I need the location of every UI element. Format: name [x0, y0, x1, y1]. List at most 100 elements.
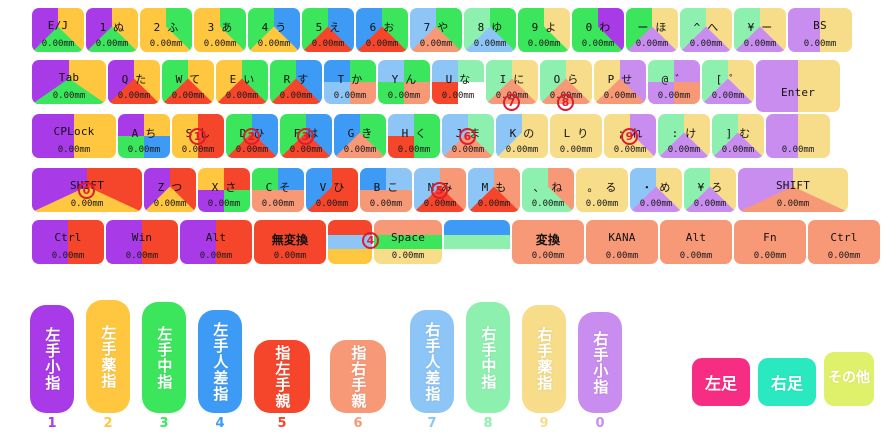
- key-3-あ[interactable]: 3 あ 0.00mm: [194, 8, 246, 52]
- key-H-く[interactable]: H く 0.00mm: [388, 114, 440, 158]
- key-quadrant-tl: [432, 60, 458, 82]
- key-Alt[interactable]: Alt 0.00mm: [180, 220, 252, 264]
- key-R-す[interactable]: R す 0.00mm: [270, 60, 322, 104]
- key-A-ち[interactable]: A ち 0.00mm: [118, 114, 170, 158]
- key-K-の[interactable]: K の 0.00mm: [496, 114, 548, 158]
- key-Win[interactable]: Win 0.00mm: [106, 220, 178, 264]
- key-@-゛[interactable]: @ ゛ 0.00mm: [648, 60, 700, 104]
- key-blank-13[interactable]: 0.00mm: [766, 114, 830, 158]
- key-Y-ん[interactable]: Y ん 0.00mm: [378, 60, 430, 104]
- key-distance-value: 0.00mm: [423, 199, 457, 209]
- key-blank-6[interactable]: [444, 220, 510, 264]
- key-half-left: [180, 220, 216, 264]
- key-label: ¥ ろ: [697, 181, 723, 194]
- key-band-t: [374, 220, 442, 235]
- legend-foot-label: 左足: [704, 374, 737, 393]
- key-Alt[interactable]: Alt 0.00mm: [660, 220, 732, 264]
- key-8-ゆ[interactable]: 8 ゆ 0.00mm: [464, 8, 516, 52]
- key-half-right: [770, 220, 806, 264]
- key-background: [328, 220, 372, 264]
- key-Z-つ[interactable]: Z つ 0.00mm: [144, 168, 196, 212]
- key-label: K の: [509, 127, 535, 140]
- key-5-え[interactable]: 5 え 0.00mm: [302, 8, 354, 52]
- key-distance-value: 0.00mm: [95, 39, 129, 49]
- key-6-お[interactable]: 6 お 0.00mm: [356, 8, 408, 52]
- key-label: Alt: [685, 231, 707, 244]
- key-0-わ[interactable]: 0 わ 0.00mm: [572, 8, 624, 52]
- key-7-や[interactable]: 7 や 0.00mm: [410, 8, 462, 52]
- key-quadrant-tl: [324, 60, 350, 82]
- key-P-せ[interactable]: P せ 0.00mm: [594, 60, 646, 104]
- key-E-い[interactable]: E い 0.00mm: [216, 60, 268, 104]
- key-・-め[interactable]: ・ め 0.00mm: [630, 168, 682, 212]
- key-4-う[interactable]: 4 う 0.00mm: [248, 8, 300, 52]
- key-fan-overlay: [270, 60, 322, 104]
- key-、-ね[interactable]: 、 ね 0.00mm: [522, 168, 574, 212]
- key-background: [432, 60, 484, 104]
- key-blank-4[interactable]: [328, 220, 372, 264]
- key-Fn[interactable]: Fn 0.00mm: [734, 220, 806, 264]
- key-9-よ[interactable]: 9 よ 0.00mm: [518, 8, 570, 52]
- key-E/J[interactable]: E/J 0.00mm: [32, 8, 84, 52]
- key-fan-overlay: [108, 60, 160, 104]
- key-background: [586, 220, 658, 264]
- key-¥-ろ[interactable]: ¥ ろ 0.00mm: [684, 168, 736, 212]
- key-V-ひ[interactable]: V ひ 0.00mm: [306, 168, 358, 212]
- key-Q-た[interactable]: Q た 0.00mm: [108, 60, 160, 104]
- key-[-゜[interactable]: [ ゜ 0.00mm: [702, 60, 754, 104]
- key-label: R す: [283, 73, 309, 86]
- key-label: 。 る: [587, 181, 617, 194]
- key-W-て[interactable]: W て 0.00mm: [162, 60, 214, 104]
- key-half-left: [756, 60, 798, 112]
- key-band-t: [328, 220, 372, 235]
- key-1-ぬ[interactable]: 1 ぬ 0.00mm: [86, 8, 138, 52]
- key-Space[interactable]: Space 0.00mm: [374, 220, 442, 264]
- key-T-か[interactable]: T か 0.00mm: [324, 60, 376, 104]
- key-2-ふ[interactable]: 2 ふ 0.00mm: [140, 8, 192, 52]
- key-X-さ[interactable]: X さ 0.00mm: [198, 168, 250, 212]
- key-distance-value: 0.00mm: [827, 251, 861, 261]
- key-:-け[interactable]: : け 0.00mm: [658, 114, 710, 158]
- key-ー-ほ[interactable]: ー ほ 0.00mm: [626, 8, 678, 52]
- key-fan-overlay: [410, 8, 462, 52]
- key-background: [512, 220, 584, 264]
- key-Ctrl[interactable]: Ctrl 0.00mm: [32, 220, 104, 264]
- key-¥-ー[interactable]: ¥ ー 0.00mm: [734, 8, 786, 52]
- key-I-に[interactable]: I に 0.00mm: [486, 60, 538, 104]
- key-SHIFT[interactable]: SHIFT 0.00mm: [32, 168, 142, 212]
- key-Ctrl[interactable]: Ctrl 0.00mm: [808, 220, 880, 264]
- key-fan-overlay: [194, 8, 246, 52]
- key-M-も[interactable]: M も 0.00mm: [468, 168, 520, 212]
- key-。-る[interactable]: 。 る 0.00mm: [576, 168, 628, 212]
- key-Tab[interactable]: Tab 0.00mm: [32, 60, 106, 104]
- key-B-こ[interactable]: B こ 0.00mm: [360, 168, 412, 212]
- legend-finger-7: 右手人差指: [410, 310, 454, 413]
- key-quadrant-bl: [648, 82, 674, 104]
- key-G-き[interactable]: G き 0.00mm: [334, 114, 386, 158]
- key-distance-value: 0.00mm: [585, 199, 619, 209]
- key-U-な[interactable]: U な 0.00mm: [432, 60, 484, 104]
- key-^-へ[interactable]: ^ へ 0.00mm: [680, 8, 732, 52]
- key-distance-value: 0.00mm: [257, 39, 291, 49]
- key-fan-overlay: [702, 60, 754, 104]
- key-変換[interactable]: 変換 0.00mm: [512, 220, 584, 264]
- key-]-む[interactable]: ] む 0.00mm: [712, 114, 764, 158]
- key-half-right: [290, 220, 326, 264]
- key-KANA[interactable]: KANA 0.00mm: [586, 220, 658, 264]
- key-quadrant-br: [458, 82, 484, 104]
- key-quadrant-br: [278, 190, 304, 212]
- key-quadrant-bl: [324, 82, 350, 104]
- key-Enter[interactable]: Enter: [756, 60, 840, 112]
- key-無変換[interactable]: 無変換 0.00mm: [254, 220, 326, 264]
- key-L-り[interactable]: L り 0.00mm: [550, 114, 602, 158]
- key-fan-overlay: [518, 8, 570, 52]
- key-label: O ら: [553, 73, 579, 86]
- key-fan-overlay: [464, 8, 516, 52]
- key-BS[interactable]: BS 0.00mm: [788, 8, 852, 52]
- key-C-そ[interactable]: C そ 0.00mm: [252, 168, 304, 212]
- key-background: [734, 220, 806, 264]
- key-half-left: [32, 114, 74, 158]
- key-quadrant-bl: [432, 82, 458, 104]
- key-SHIFT[interactable]: SHIFT 0.00mm: [738, 168, 848, 212]
- key-CPLock[interactable]: CPLock 0.00mm: [32, 114, 116, 158]
